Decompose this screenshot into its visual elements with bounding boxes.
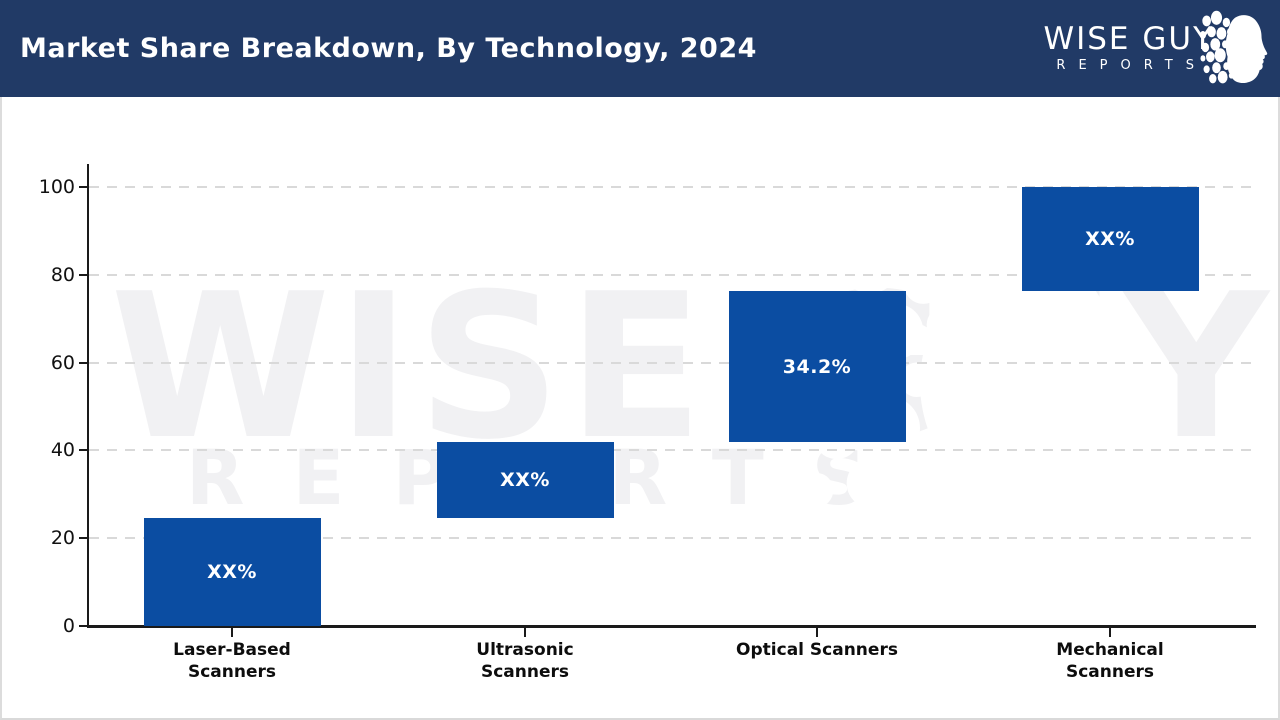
logo-face-icon xyxy=(1199,10,1268,83)
x-category-label: Laser-Based Scanners xyxy=(173,640,291,682)
x-category-label: Ultrasonic Scanners xyxy=(476,640,574,682)
y-tick-mark-80 xyxy=(79,273,87,276)
y-tick-label-100: 100 xyxy=(38,176,75,198)
logo-reports-text: REPORTS xyxy=(1056,58,1208,73)
gridline-60 xyxy=(89,361,1255,364)
gridline-100 xyxy=(89,186,1255,188)
bar-value-label: 34.2% xyxy=(782,355,852,378)
page-title: Market Share Breakdown, By Technology, 2… xyxy=(20,33,757,64)
bar-value-label: XX% xyxy=(207,561,257,584)
bar-laser-based-scanners: XX% xyxy=(143,518,321,626)
bar-value-label: XX% xyxy=(1085,228,1135,251)
wiseguy-logo: WISE GUY REPORTS xyxy=(1043,10,1280,88)
bar-mechanical-scanners: XX% xyxy=(1021,187,1199,292)
header-bar: Market Share Breakdown, By Technology, 2… xyxy=(0,0,1280,97)
x-tick-mark xyxy=(231,628,233,637)
y-axis-spine xyxy=(87,164,89,628)
y-tick-mark-100 xyxy=(79,186,87,188)
bar-ultrasonic-scanners: XX% xyxy=(436,441,614,519)
y-tick-label-0: 0 xyxy=(62,615,75,637)
x-tick-mark xyxy=(1109,628,1111,637)
y-tick-label-80: 80 xyxy=(50,263,75,286)
x-category-label: Mechanical Scanners xyxy=(1056,640,1164,682)
gridline-40 xyxy=(89,449,1255,452)
y-tick-label-40: 40 xyxy=(50,439,75,462)
x-tick-mark xyxy=(816,628,818,637)
gridline-80 xyxy=(89,273,1255,276)
logo-wiseguy-text: WISE GUY xyxy=(1043,21,1214,57)
bar-value-label: XX% xyxy=(500,469,550,492)
x-category-label: Optical Scanners xyxy=(736,640,898,660)
gridline-20 xyxy=(89,537,1255,540)
x-tick-mark xyxy=(524,628,526,637)
y-tick-mark-0 xyxy=(79,625,87,627)
y-tick-label-20: 20 xyxy=(50,527,75,550)
y-tick-mark-60 xyxy=(79,361,87,364)
y-tick-mark-20 xyxy=(79,537,87,540)
x-axis-spine xyxy=(87,625,1256,628)
bar-optical-scanners: 34.2% xyxy=(728,291,906,442)
chart-area-border xyxy=(0,97,1280,720)
y-tick-mark-40 xyxy=(79,449,87,452)
y-tick-label-60: 60 xyxy=(50,351,75,374)
